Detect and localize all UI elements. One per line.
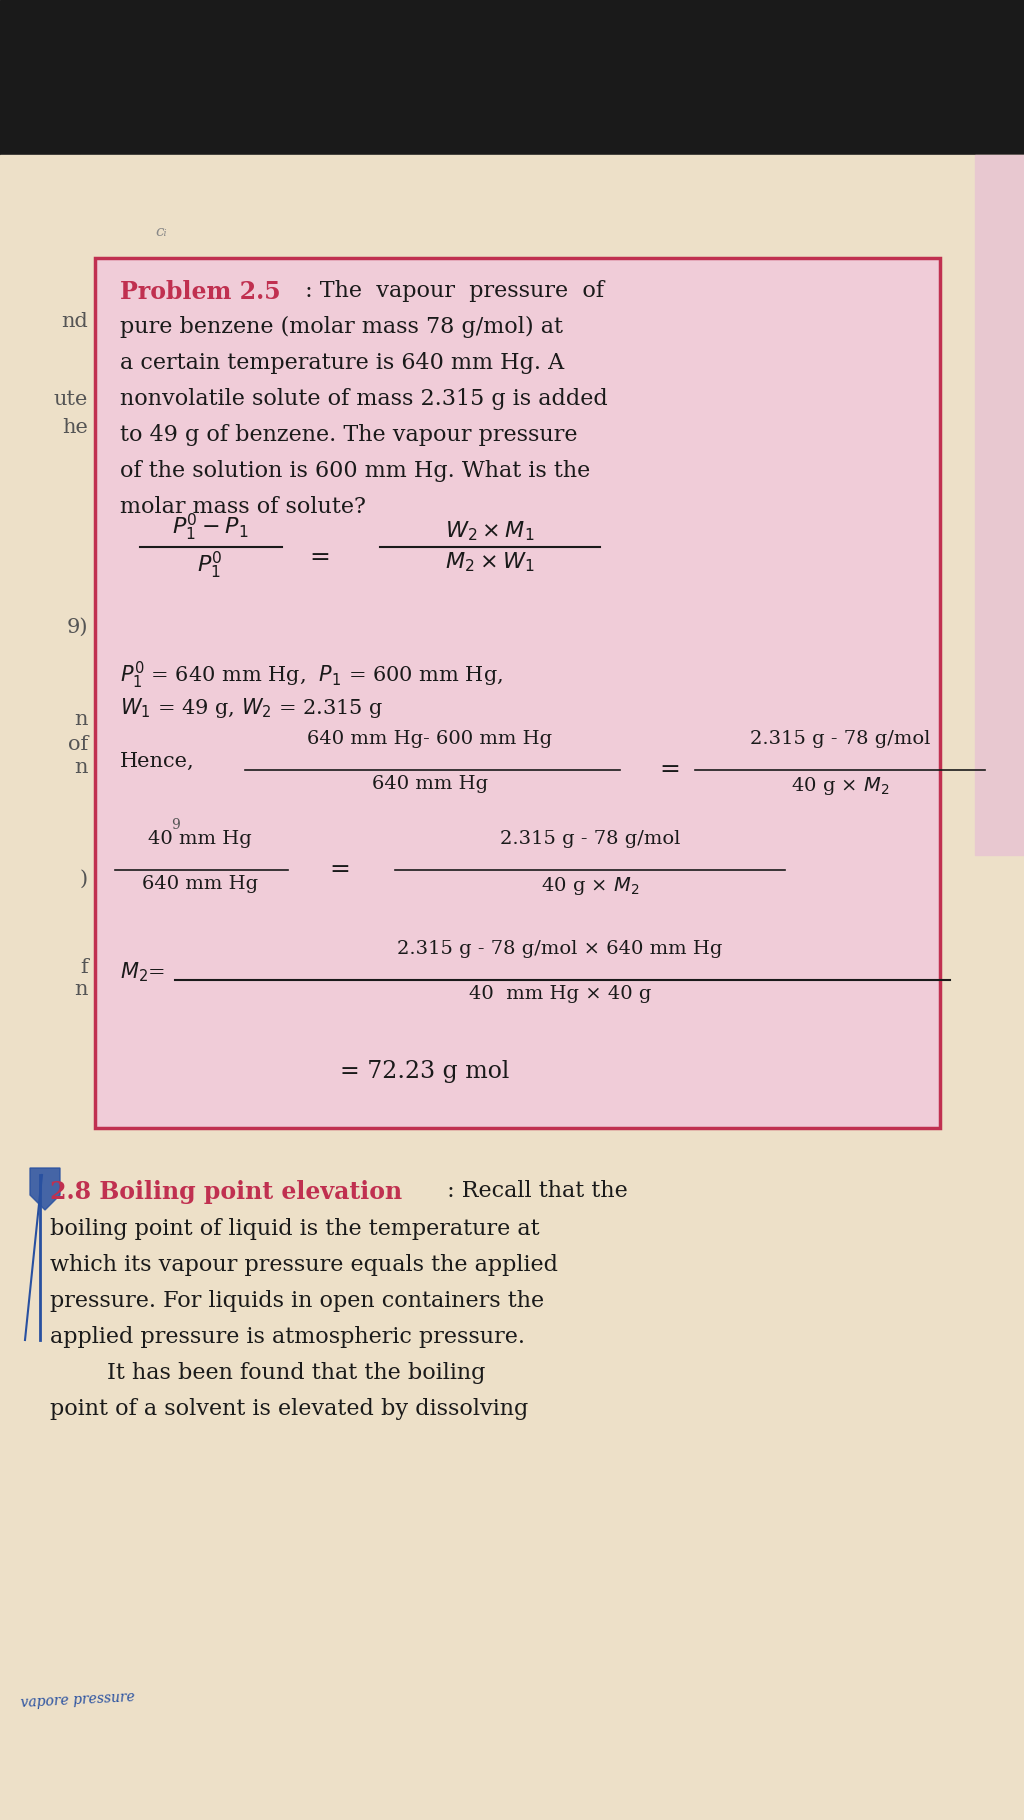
Text: he: he: [62, 419, 88, 437]
Polygon shape: [30, 1168, 60, 1210]
Text: $P_1^0 - P_1$: $P_1^0 - P_1$: [172, 511, 248, 542]
Text: nonvolatile solute of mass 2.315 g is added: nonvolatile solute of mass 2.315 g is ad…: [120, 388, 608, 410]
Text: 640 mm Hg: 640 mm Hg: [372, 775, 488, 794]
Text: n: n: [75, 757, 88, 777]
Text: pressure. For liquids in open containers the: pressure. For liquids in open containers…: [50, 1290, 544, 1312]
Text: 2.315 g - 78 g/mol: 2.315 g - 78 g/mol: [500, 830, 680, 848]
Text: $P_1^0$: $P_1^0$: [198, 550, 223, 581]
Text: vapore pressure: vapore pressure: [20, 1691, 135, 1711]
Bar: [900, 0, 1024, 209]
Text: nd: nd: [61, 311, 88, 331]
Text: f: f: [80, 957, 88, 977]
Text: 2.8 Boiling point elevation: 2.8 Boiling point elevation: [50, 1179, 402, 1205]
Text: 2.315 g - 78 g/mol × 640 mm Hg: 2.315 g - 78 g/mol × 640 mm Hg: [397, 939, 723, 957]
Text: to 49 g of benzene. The vapour pressure: to 49 g of benzene. The vapour pressure: [120, 424, 578, 446]
Text: $P_1^0$ = 640 mm Hg,  $P_1$ = 600 mm Hg,: $P_1^0$ = 640 mm Hg, $P_1$ = 600 mm Hg,: [120, 661, 503, 692]
Text: of the solution is 600 mm Hg. What is the: of the solution is 600 mm Hg. What is th…: [120, 460, 590, 482]
Text: $M_2 \times W_1$: $M_2 \times W_1$: [445, 550, 535, 573]
Text: n: n: [75, 710, 88, 730]
Text: ute: ute: [53, 389, 88, 410]
Text: pure benzene (molar mass 78 g/mol) at: pure benzene (molar mass 78 g/mol) at: [120, 317, 563, 339]
Text: boiling point of liquid is the temperature at: boiling point of liquid is the temperatu…: [50, 1218, 540, 1239]
Text: applied pressure is atmospheric pressure.: applied pressure is atmospheric pressure…: [50, 1327, 525, 1349]
Text: 640 mm Hg- 600 mm Hg: 640 mm Hg- 600 mm Hg: [307, 730, 553, 748]
Text: cᵢ: cᵢ: [155, 226, 167, 238]
Text: $W_1$ = 49 g, $W_2$ = 2.315 g: $W_1$ = 49 g, $W_2$ = 2.315 g: [120, 695, 384, 721]
Text: 40 g × $M_2$: 40 g × $M_2$: [541, 875, 639, 897]
Text: $M_2$=: $M_2$=: [120, 959, 165, 983]
Text: Hence,: Hence,: [120, 752, 195, 772]
Text: molar mass of solute?: molar mass of solute?: [120, 497, 366, 519]
Text: 40 g × $M_2$: 40 g × $M_2$: [791, 775, 889, 797]
Text: 40 mm Hg: 40 mm Hg: [148, 830, 252, 848]
FancyBboxPatch shape: [95, 258, 940, 1128]
Text: =: =: [659, 759, 680, 781]
Text: Problem 2.5: Problem 2.5: [120, 280, 281, 304]
Text: 2.315 g - 78 g/mol: 2.315 g - 78 g/mol: [750, 730, 930, 748]
Bar: [0, 0, 1024, 155]
Text: $W_2 \times M_1$: $W_2 \times M_1$: [445, 519, 535, 542]
Text: ): ): [80, 870, 88, 888]
Text: 9: 9: [172, 817, 180, 832]
Text: =: =: [330, 859, 350, 881]
Text: : Recall that the: : Recall that the: [440, 1179, 628, 1201]
Text: which its vapour pressure equals the applied: which its vapour pressure equals the app…: [50, 1254, 558, 1276]
Text: : The  vapour  pressure  of: : The vapour pressure of: [298, 280, 604, 302]
Text: =: =: [309, 546, 331, 568]
Text: of: of: [68, 735, 88, 753]
Text: point of a solvent is elevated by dissolving: point of a solvent is elevated by dissol…: [50, 1398, 528, 1420]
Bar: [80, 155, 950, 209]
Text: It has been found that the boiling: It has been found that the boiling: [50, 1361, 485, 1383]
Text: = 72.23 g mol: = 72.23 g mol: [340, 1059, 509, 1083]
Bar: [975, 155, 1024, 855]
Text: 9): 9): [67, 619, 88, 637]
Text: 40  mm Hg × 40 g: 40 mm Hg × 40 g: [469, 985, 651, 1003]
Text: 640 mm Hg: 640 mm Hg: [142, 875, 258, 894]
Text: n: n: [75, 979, 88, 999]
Text: a certain temperature is 640 mm Hg. A: a certain temperature is 640 mm Hg. A: [120, 351, 564, 373]
